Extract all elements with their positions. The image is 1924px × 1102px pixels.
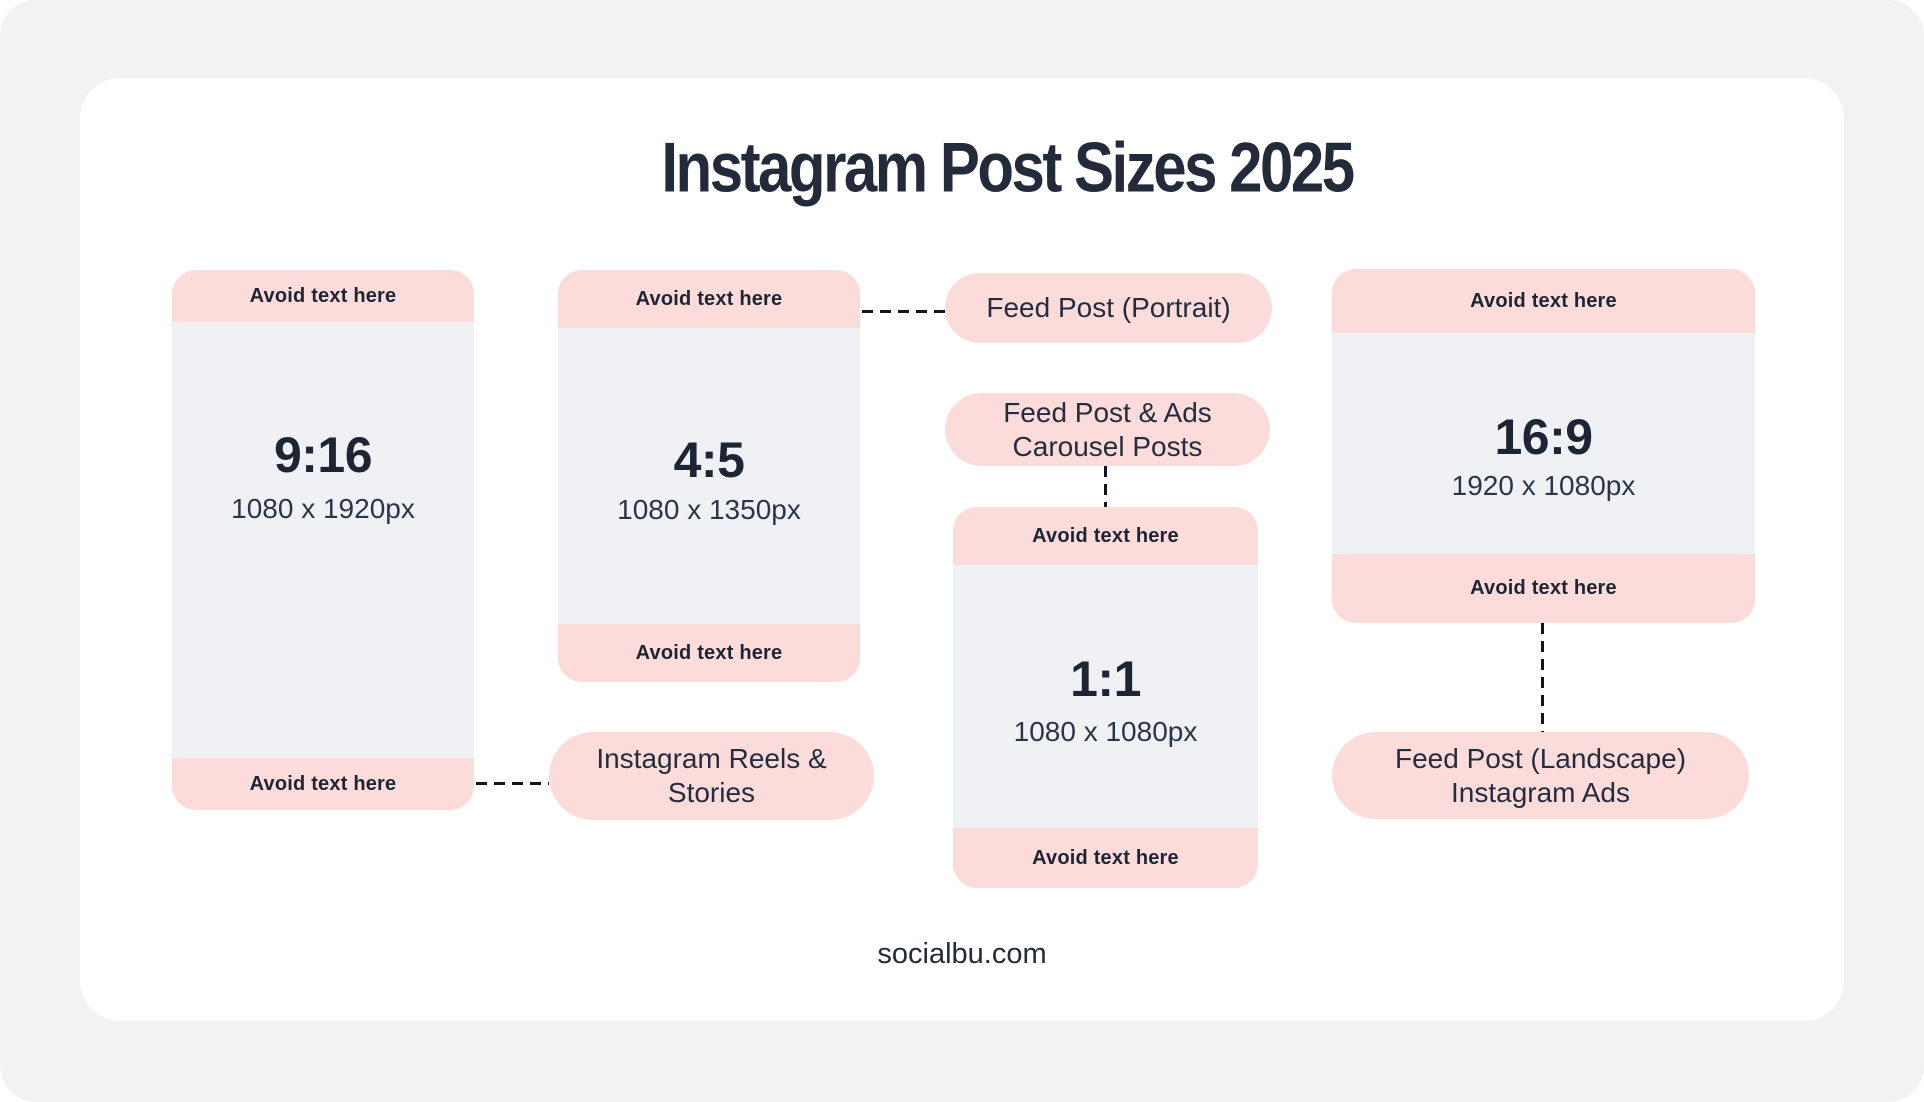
connector-dashed-line-landscape	[1541, 623, 1544, 732]
label-pill-feed-post-ads-carousel: Feed Post & Ads Carousel Posts	[945, 393, 1270, 466]
dimensions-label: 1080 x 1080px	[1013, 715, 1198, 747]
avoid-zone-bottom-label: Avoid text here	[249, 772, 397, 795]
ratio-stack: 9:16 1080 x 1920px	[172, 429, 474, 525]
pill-line: Feed Post (Portrait)	[986, 292, 1231, 323]
label-pill-instagram-reels-stories: Instagram Reels & Stories	[549, 732, 874, 820]
pill-text: Instagram Reels & Stories	[596, 742, 826, 810]
safe-area: 9:16 1080 x 1920px	[172, 322, 474, 758]
dimensions-label: 1080 x 1350px	[617, 493, 801, 525]
ratio-stack: 1:1 1080 x 1080px	[953, 652, 1258, 748]
label-pill-feed-post-landscape-ads: Feed Post (Landscape) Instagram Ads	[1332, 732, 1749, 819]
card-1-1: Avoid text here 1:1 1080 x 1080px Avoid …	[953, 507, 1258, 888]
dimensions-label: 1080 x 1920px	[231, 492, 415, 524]
pill-line: Carousel Posts	[1012, 430, 1203, 462]
avoid-zone-top-label: Avoid text here	[1470, 289, 1617, 312]
avoid-zone-top: Avoid text here	[558, 270, 860, 328]
avoid-zone-top: Avoid text here	[1332, 269, 1755, 333]
avoid-zone-bottom: Avoid text here	[1332, 554, 1755, 623]
avoid-zone-bottom-label: Avoid text here	[1470, 577, 1617, 599]
pill-text: Feed Post (Portrait)	[986, 291, 1230, 325]
safe-area: 1:1 1080 x 1080px	[953, 565, 1258, 828]
card-4-5: Avoid text here 4:5 1080 x 1350px Avoid …	[558, 270, 860, 682]
page-title-text: Instagram Post Sizes 2025	[661, 127, 1355, 207]
pill-line: Stories	[667, 777, 756, 808]
pill-text: Feed Post & Ads Carousel Posts	[1003, 396, 1212, 464]
label-pill-feed-post-portrait: Feed Post (Portrait)	[945, 273, 1272, 343]
pill-line: Feed Post (Landscape)	[1394, 742, 1687, 774]
aspect-ratio-label: 4:5	[673, 431, 745, 488]
aspect-ratio-label: 1:1	[1070, 650, 1141, 707]
aspect-ratio-label: 16:9	[1494, 408, 1593, 465]
safe-area: 4:5 1080 x 1350px	[558, 328, 860, 624]
avoid-zone-top-label: Avoid text here	[635, 287, 783, 310]
avoid-zone-bottom-label: Avoid text here	[635, 641, 783, 664]
ratio-stack: 16:9 1920 x 1080px	[1332, 410, 1755, 502]
connector-dashed-line-carousel	[1104, 466, 1107, 507]
avoid-zone-bottom: Avoid text here	[953, 828, 1258, 888]
avoid-zone-bottom-label: Avoid text here	[1032, 846, 1179, 869]
card-9-16: Avoid text here 9:16 1080 x 1920px Avoid…	[172, 270, 474, 810]
avoid-zone-top-label: Avoid text here	[1032, 524, 1179, 547]
dimensions-label: 1920 x 1080px	[1451, 469, 1636, 501]
avoid-zone-top: Avoid text here	[172, 270, 474, 322]
card-16-9: Avoid text here 16:9 1920 x 1080px Avoid…	[1332, 269, 1755, 623]
aspect-ratio-label: 9:16	[273, 426, 373, 483]
pill-text: Feed Post (Landscape) Instagram Ads	[1395, 742, 1686, 810]
connector-dashed-line-portrait	[862, 310, 945, 313]
connector-dashed-line-reels	[476, 782, 549, 785]
ratio-stack: 4:5 1080 x 1350px	[558, 434, 860, 526]
pill-line: Instagram Reels &	[596, 743, 827, 774]
avoid-zone-bottom: Avoid text here	[558, 624, 860, 682]
avoid-zone-top-label: Avoid text here	[249, 284, 397, 307]
safe-area: 16:9 1920 x 1080px	[1332, 333, 1755, 554]
avoid-zone-top: Avoid text here	[953, 507, 1258, 565]
footer-website-text: socialbu.com	[877, 938, 1047, 970]
avoid-zone-bottom: Avoid text here	[172, 758, 474, 810]
pill-line: Instagram Ads	[1451, 776, 1630, 808]
pill-line: Feed Post & Ads	[1003, 396, 1212, 428]
page-title: Instagram Post Sizes 2025	[634, 128, 1380, 207]
